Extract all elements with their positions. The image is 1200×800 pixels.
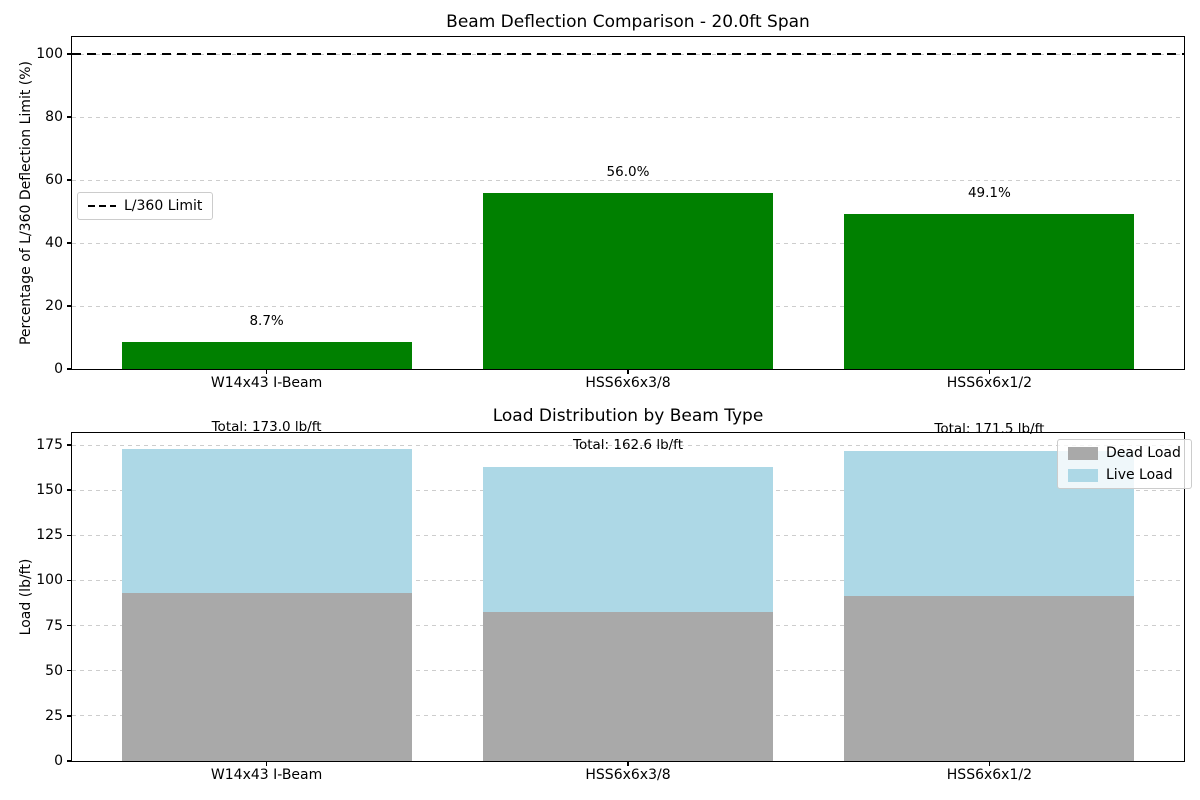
y-tick-label: 20 [45,298,63,314]
y-tick [67,579,71,582]
legend-entry-l360-limit: L/360 Limit [88,198,202,214]
x-tick-label: HSS6x6x1/2 [946,375,1032,391]
bottom-chart-plot-area: 0 25 50 75 100 125 150 175 W14x43 I-Beam HSS6x6x3… [36,419,1185,783]
x-tick [265,370,268,374]
y-tick-label: 50 [45,662,63,679]
x-tick [988,762,991,766]
dead-load-bar [483,611,773,761]
live-load-bar [121,448,412,594]
y-tick-label: 40 [45,235,63,251]
dead-load-bar [121,593,412,761]
y-tick [67,534,71,536]
x-tick [988,370,991,374]
y-tick-label: 25 [45,707,63,724]
y-tick [67,444,71,446]
y-tick-label: 60 [45,172,63,188]
x-tick-label: HSS6x6x1/2 [946,767,1032,783]
y-tick-label: 175 [36,437,63,453]
y-tick [67,760,71,762]
y-tick-label: 100 [36,572,63,589]
gridline [72,179,1184,181]
live-load-bar [483,467,773,612]
y-tick-label: 0 [54,753,63,769]
dead-load-swatch-icon [1068,446,1098,460]
deflection-bar [483,192,773,369]
y-tick-label: 125 [36,527,63,544]
x-tick [627,370,629,374]
dashed-line-icon [88,204,116,208]
y-tick [67,715,71,717]
top-chart-plot-area: 0 20 40 60 80 100 W14x43 I-Beam HSS6x6x3/8 HSS6x… [36,36,1185,391]
y-tick [67,670,71,672]
legend-entry-live-load: Live Load [1068,467,1181,483]
y-tick-label: 100 [36,46,63,62]
y-tick [67,116,71,118]
x-tick-label: W14x43 I-Beam [210,767,323,783]
y-tick-label: 150 [36,482,63,499]
bar-value-label: 49.1% [967,185,1011,202]
legend-label: Dead Load [1106,445,1181,461]
y-tick [67,489,71,491]
bar-value-label: 56.0% [606,163,650,180]
gridline [72,444,1184,446]
live-load-swatch-icon [1068,468,1098,482]
y-tick-label: 80 [45,109,63,125]
y-tick-label: 75 [45,617,63,634]
top-chart-title: Beam Deflection Comparison - 20.0ft Span [446,12,810,32]
bottom-chart-title: Load Distribution by Beam Type [492,406,764,426]
bottom-chart-legend: Dead Load Live Load [1057,439,1192,489]
y-tick [67,368,71,370]
gridline [72,116,1184,118]
total-load-label: Total: 171.5 lb/ft [934,421,1045,438]
x-tick [265,762,268,766]
total-load-label: Total: 162.6 lb/ft [573,437,683,454]
bar-value-label: 8.7% [249,312,284,329]
legend-label: Live Load [1106,467,1173,483]
x-tick-label: HSS6x6x3/8 [585,767,671,783]
legend-label: L/360 Limit [124,198,203,214]
y-tick [67,305,71,307]
y-tick [67,242,71,244]
deflection-bar [121,341,412,369]
l360-limit-line [72,52,1184,56]
legend-entry-dead-load: Dead Load [1068,445,1181,461]
top-chart-legend: L/360 Limit [77,192,214,220]
x-tick-label: W14x43 I-Beam [210,375,323,391]
y-tick [67,53,71,55]
y-tick [67,624,71,627]
total-load-label: Total: 173.0 lb/ft [211,418,322,435]
y-tick-label: 0 [54,361,63,377]
x-tick-label: HSS6x6x3/8 [585,375,671,391]
deflection-bar [844,214,1135,369]
dead-load-bar [844,595,1135,761]
y-tick [67,179,71,181]
x-tick [627,762,629,766]
